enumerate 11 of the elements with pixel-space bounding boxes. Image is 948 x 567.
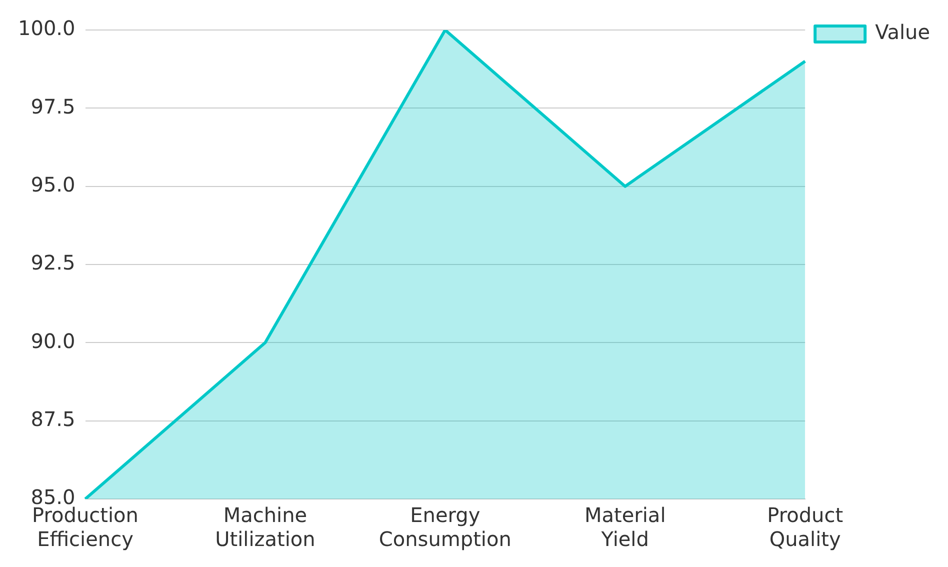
x-tick-label: Energy Consumption (378, 503, 512, 552)
x-tick-label: Material Yield (584, 503, 666, 552)
legend-label: Value (875, 20, 930, 44)
y-tick-label: 92.5 (30, 250, 76, 275)
y-tick-label: 100.0 (18, 16, 76, 40)
y-tick-label: 95.0 (30, 172, 76, 197)
y-tick-label: 90.0 (30, 328, 76, 353)
y-tick-label: 97.5 (30, 94, 76, 118)
x-tick-label: Machine Utilization (215, 503, 316, 552)
y-tick-label: 87.5 (30, 407, 76, 432)
x-tick-label: Product Quality (767, 503, 844, 552)
